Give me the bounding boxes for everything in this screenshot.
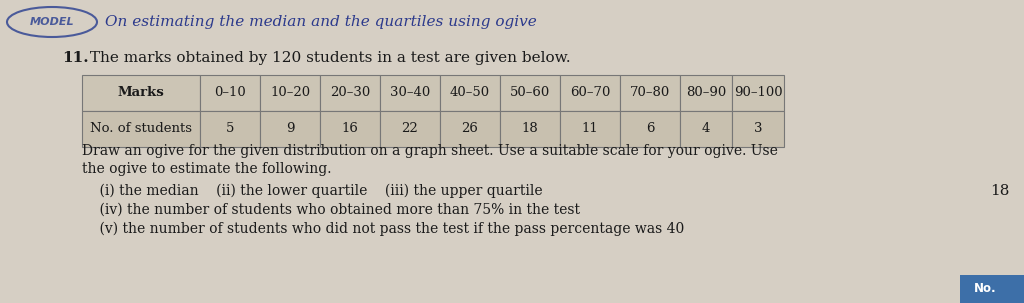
Bar	[260, 75, 319, 111]
Bar	[82, 75, 200, 111]
Text: 90–100: 90–100	[733, 86, 782, 99]
Text: On estimating the median and the quartiles using ogive: On estimating the median and the quartil…	[105, 15, 537, 29]
Text: 16: 16	[342, 122, 358, 135]
Text: The marks obtained by 120 students in a test are given below.: The marks obtained by 120 students in a …	[85, 51, 570, 65]
Bar	[319, 75, 380, 111]
Text: 9: 9	[286, 122, 294, 135]
Bar	[260, 111, 319, 147]
Bar	[680, 111, 732, 147]
Bar	[200, 111, 260, 147]
Text: MODEL: MODEL	[30, 17, 75, 27]
Bar	[440, 75, 500, 111]
Bar	[500, 111, 560, 147]
Ellipse shape	[7, 7, 97, 37]
Bar	[620, 111, 680, 147]
Text: (v) the number of students who did not pass the test if the pass percentage was : (v) the number of students who did not p…	[82, 222, 684, 236]
Text: 80–90: 80–90	[686, 86, 726, 99]
Text: 4: 4	[701, 122, 711, 135]
Text: (iv) the number of students who obtained more than 75% in the test: (iv) the number of students who obtained…	[82, 203, 580, 217]
Bar	[732, 111, 784, 147]
Bar	[500, 75, 560, 111]
Text: Draw an ogive for the given distribution on a graph sheet. Use a suitable scale : Draw an ogive for the given distribution…	[82, 144, 778, 158]
Text: Marks: Marks	[118, 86, 165, 99]
Text: No. of students: No. of students	[90, 122, 193, 135]
Text: the ogive to estimate the following.: the ogive to estimate the following.	[82, 162, 332, 176]
Text: 3: 3	[754, 122, 762, 135]
Text: 20–30: 20–30	[330, 86, 370, 99]
Bar	[620, 75, 680, 111]
Bar	[560, 75, 620, 111]
Text: 70–80: 70–80	[630, 86, 670, 99]
Bar	[732, 75, 784, 111]
Text: 50–60: 50–60	[510, 86, 550, 99]
Bar	[961, 275, 1024, 303]
Text: 60–70: 60–70	[569, 86, 610, 99]
Bar	[200, 75, 260, 111]
Bar	[319, 111, 380, 147]
Text: 10–20: 10–20	[270, 86, 310, 99]
Text: 22: 22	[401, 122, 419, 135]
Bar	[380, 111, 440, 147]
Bar	[82, 111, 200, 147]
Text: 5: 5	[226, 122, 234, 135]
Text: 0–10: 0–10	[214, 86, 246, 99]
Bar	[560, 111, 620, 147]
Text: 40–50: 40–50	[450, 86, 490, 99]
Text: 26: 26	[462, 122, 478, 135]
Text: 11.: 11.	[62, 51, 89, 65]
Bar	[680, 75, 732, 111]
Text: 11: 11	[582, 122, 598, 135]
Bar	[440, 111, 500, 147]
Text: 18: 18	[521, 122, 539, 135]
Bar	[380, 75, 440, 111]
Text: 6: 6	[646, 122, 654, 135]
Text: 18: 18	[990, 184, 1010, 198]
Text: (i) the median    (ii) the lower quartile    (iii) the upper quartile: (i) the median (ii) the lower quartile (…	[82, 184, 543, 198]
Text: 30–40: 30–40	[390, 86, 430, 99]
Text: No.: No.	[974, 282, 996, 295]
